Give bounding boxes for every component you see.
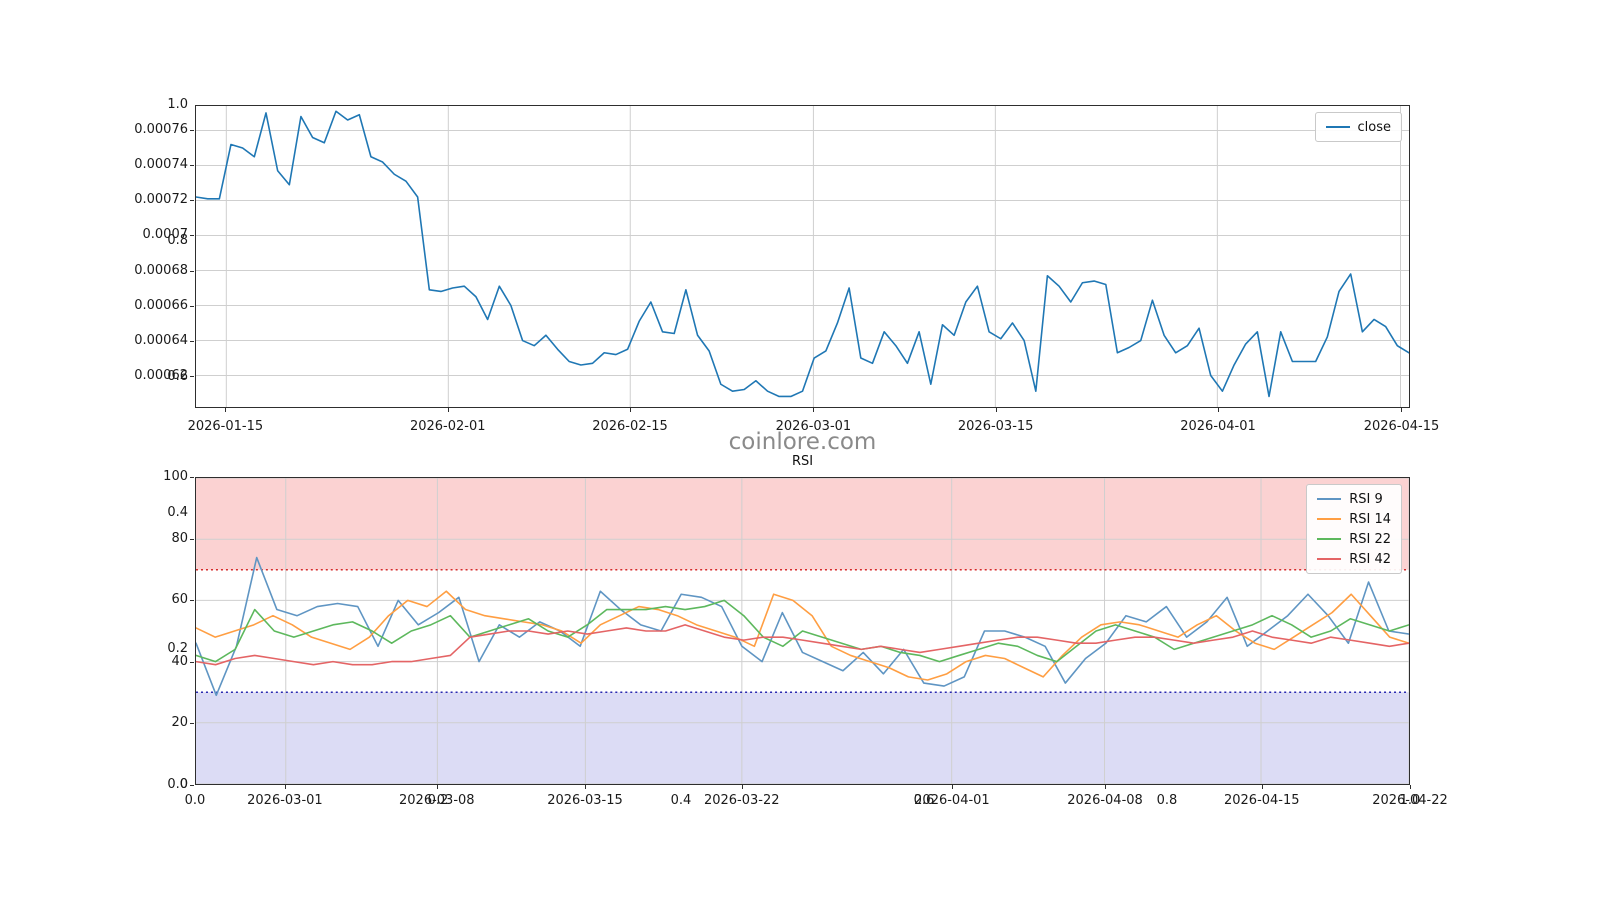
rsi-chart-title: RSI — [791, 454, 814, 469]
rsi-y-tick-label: 40 — [171, 653, 188, 669]
price-y-tick-label: 0.00068 — [134, 262, 188, 278]
tick-mark — [190, 477, 194, 478]
legend-line-swatch — [1317, 518, 1342, 520]
tick-mark — [190, 270, 194, 272]
legend-label: RSI 14 — [1349, 511, 1391, 527]
price-y-tick-label: 0.00066 — [134, 297, 188, 313]
rsi-x-tick-label: 2026-03-22 — [703, 793, 780, 808]
tick-mark — [190, 164, 194, 166]
tick-mark — [585, 785, 586, 789]
overbought-band — [196, 478, 1409, 570]
tick-mark — [436, 785, 438, 789]
legend-line-swatch — [1317, 498, 1342, 500]
legend-item-rsi-42: RSI 42 — [1317, 549, 1391, 569]
tick-mark — [1218, 408, 1220, 412]
rsi-42-series-line — [196, 624, 1409, 666]
oversold-band — [196, 692, 1409, 784]
rsi-9-series-line — [196, 556, 1409, 697]
overlay-x-tick-label: 1.0 — [1399, 793, 1421, 808]
overlay-x-tick-label: 0.0 — [184, 793, 206, 808]
tick-mark — [951, 785, 953, 789]
price-y-tick-label: 0.00062 — [134, 368, 188, 384]
overlay-x-tick-label: 0.4 — [670, 793, 692, 808]
rsi-chart-canvas — [196, 478, 1409, 784]
legend-label: RSI 42 — [1349, 551, 1391, 567]
overlay-y-tick-label: 0.6 — [167, 369, 188, 384]
tick-mark — [190, 305, 194, 307]
legend-line-swatch — [1317, 558, 1342, 560]
overlay-y-tick-label: 0.4 — [167, 505, 188, 520]
legend-item-rsi-22: RSI 22 — [1317, 529, 1391, 549]
tick-mark — [190, 785, 194, 786]
tick-mark — [1261, 785, 1263, 789]
tick-mark — [995, 408, 997, 412]
overlay-y-tick-label: 1.0 — [167, 97, 188, 112]
overlay-y-tick-label: 0.8 — [167, 233, 188, 248]
tick-mark — [190, 129, 194, 131]
legend-label: close — [1357, 119, 1391, 135]
tick-mark — [813, 408, 815, 412]
rsi-x-tick-label: 2026-04-15 — [1223, 793, 1300, 808]
price-y-tick-label: 0.00064 — [134, 333, 188, 349]
tick-mark — [741, 785, 743, 789]
rsi-x-tick-label: 2026-03-15 — [547, 793, 623, 808]
overlay-x-tick-label: 0.8 — [1156, 793, 1178, 808]
tick-mark — [1105, 785, 1107, 789]
tick-mark — [190, 200, 194, 202]
rsi-y-tick-label: 80 — [171, 530, 188, 546]
rsi-x-tick-label: 2026-03-08 — [399, 793, 475, 808]
tick-mark — [1410, 785, 1411, 789]
price-y-tick-label: 0.00074 — [134, 156, 188, 172]
watermark: coinlore.com — [728, 429, 877, 455]
legend-item-close: close — [1325, 117, 1391, 137]
tick-mark — [225, 408, 227, 412]
rsi-x-tick-label: 2026-04-01 — [914, 793, 990, 808]
close-series-line — [196, 110, 1409, 398]
rsi-chart-plot: RSI 9 RSI 14 RSI 22 RSI 42 — [195, 477, 1410, 785]
tick-mark — [1401, 408, 1403, 412]
tick-mark — [190, 376, 194, 378]
rsi-x-tick-label: 2026-04-22 — [1372, 793, 1448, 808]
legend-line-swatch — [1317, 538, 1342, 540]
rsi-22-series-line — [196, 599, 1409, 663]
rsi-y-tick-label: 100 — [163, 469, 188, 484]
tick-mark — [190, 661, 194, 663]
tick-mark — [190, 600, 194, 602]
legend-label: RSI 9 — [1349, 491, 1383, 507]
legend-line-swatch — [1325, 126, 1350, 128]
tick-mark — [629, 408, 631, 412]
rsi-y-tick-label: 0 — [179, 777, 188, 792]
tick-mark — [284, 785, 286, 789]
legend-label: RSI 22 — [1349, 531, 1391, 547]
legend-item-rsi-14: RSI 14 — [1317, 509, 1391, 529]
rsi-14-series-line — [196, 590, 1409, 681]
rsi-y-tick-label: 20 — [171, 715, 188, 731]
overlay-y-tick-label: 0.0 — [167, 777, 188, 792]
tick-mark — [190, 723, 194, 725]
rsi-x-tick-label: 2026-04-08 — [1067, 793, 1143, 808]
price-chart-canvas — [196, 106, 1409, 407]
price-y-tick-label: 0.00076 — [134, 121, 188, 137]
tick-mark — [447, 408, 449, 412]
overlay-x-tick-label: 0.2 — [427, 793, 449, 808]
rsi-y-tick-label: 60 — [171, 592, 188, 608]
tick-mark — [190, 235, 194, 237]
rsi-chart-legend: RSI 9 RSI 14 RSI 22 RSI 42 — [1306, 484, 1402, 574]
tick-mark — [190, 341, 194, 343]
price-chart-plot: close — [195, 105, 1410, 408]
tick-mark — [190, 538, 194, 540]
overlay-y-tick-label: 0.2 — [167, 641, 188, 656]
price-chart-legend: close — [1314, 112, 1402, 142]
price-y-tick-label: 0.0007 — [142, 227, 189, 243]
legend-item-rsi-9: RSI 9 — [1317, 489, 1391, 509]
overlay-x-tick-label: 0.6 — [913, 793, 935, 808]
rsi-x-tick-label: 2026-03-01 — [247, 793, 323, 808]
price-y-tick-label: 0.00072 — [134, 192, 188, 208]
